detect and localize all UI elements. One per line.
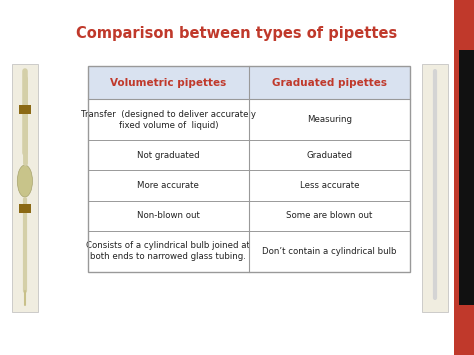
Text: Comparison between types of pipettes: Comparison between types of pipettes [76,26,398,41]
Text: Volumetric pipettes: Volumetric pipettes [110,77,227,88]
Bar [88,66,410,272]
Ellipse shape [17,165,32,197]
Text: Not graduated: Not graduated [137,151,200,160]
Text: More accurate: More accurate [137,181,199,190]
Text: Non-blown out: Non-blown out [137,211,200,220]
Text: Transfer  (designed to deliver accurately
fixed volume of  liquid): Transfer (designed to deliver accurately… [81,110,256,130]
Bar [454,0,474,355]
Bar [422,64,448,312]
Bar [459,50,474,305]
Bar [88,66,410,272]
Text: Some are blown out: Some are blown out [286,211,373,220]
Text: Graduated pipettes: Graduated pipettes [272,77,387,88]
Text: Consists of a cylindrical bulb joined at
both ends to narrowed glass tubing.: Consists of a cylindrical bulb joined at… [86,241,250,261]
Text: Less accurate: Less accurate [300,181,359,190]
Bar [19,105,30,114]
Bar [12,64,38,312]
Text: Don’t contain a cylindrical bulb: Don’t contain a cylindrical bulb [262,247,397,256]
Text: Graduated: Graduated [306,151,353,160]
Text: Measuring: Measuring [307,115,352,124]
Bar [19,204,30,213]
Bar [88,66,410,99]
